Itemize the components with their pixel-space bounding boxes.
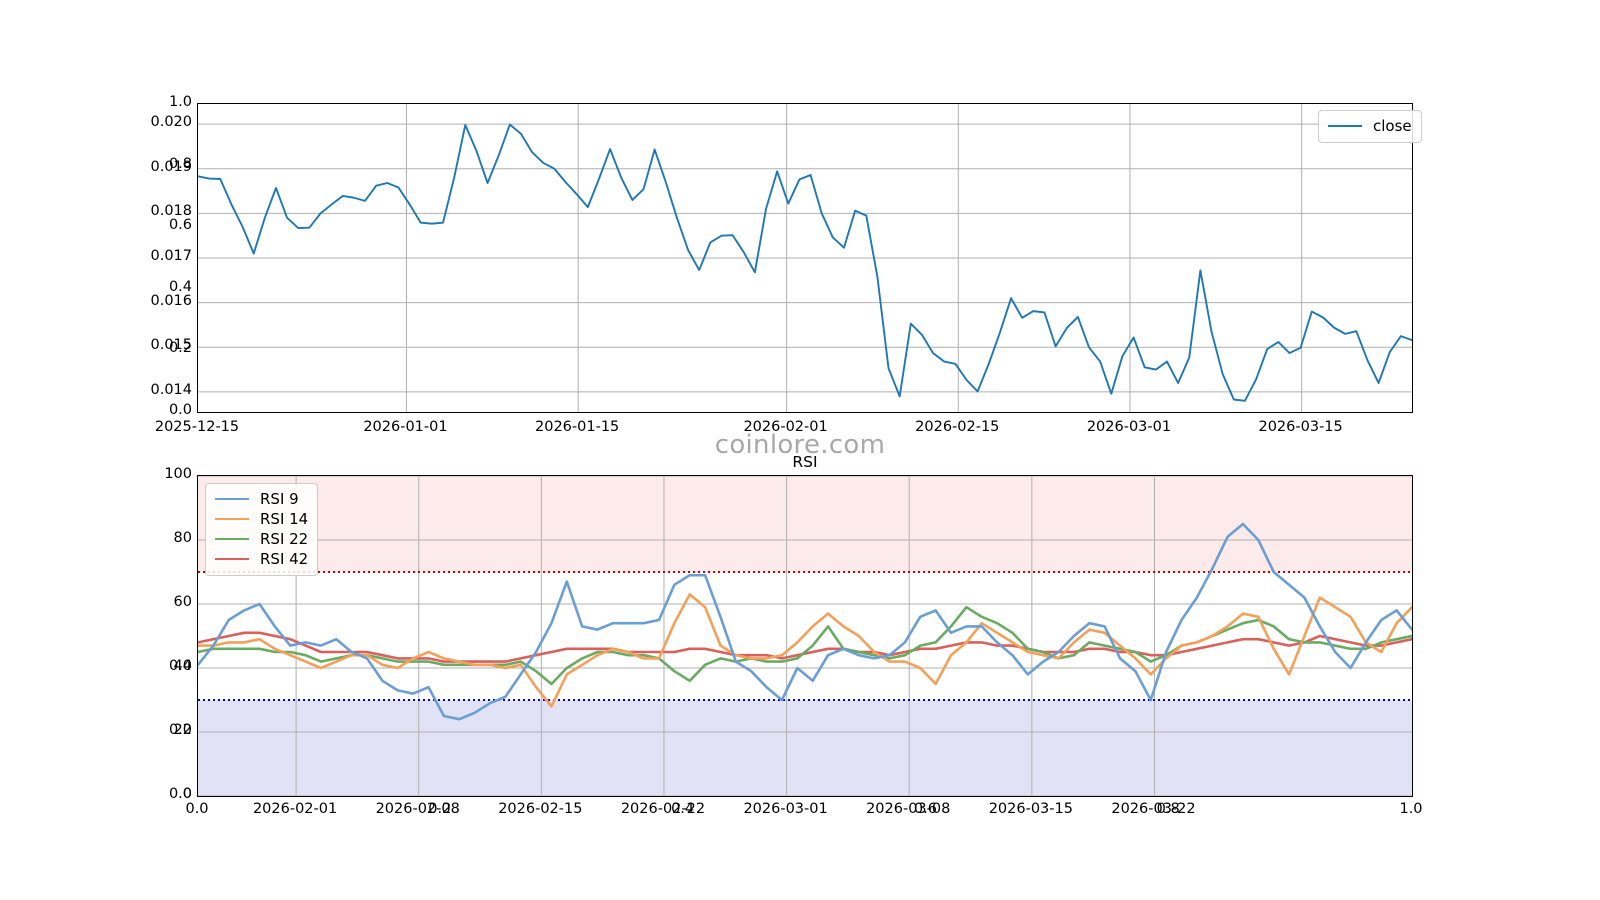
price-legend[interactable]: close xyxy=(1318,110,1422,143)
price-y-tick: 0.0 xyxy=(168,402,192,418)
rsi-x-tick: 2026-03-01 xyxy=(743,801,828,817)
legend-label: RSI 14 xyxy=(260,510,309,528)
price-y-tick: 0.016 xyxy=(150,292,192,309)
price-y-tick: 0.014 xyxy=(150,381,192,398)
rsi-legend-item[interactable]: RSI 22 xyxy=(215,529,308,549)
rsi-x-tick: 1.0 xyxy=(1399,801,1423,817)
rsi-legend-item[interactable]: RSI 9 xyxy=(215,489,308,509)
rsi-y-tick: 0 xyxy=(182,786,192,802)
rsi-legend[interactable]: RSI 9 RSI 14 RSI 22 RSI 42 xyxy=(205,483,319,576)
price-y-tick: 0.015 xyxy=(150,337,192,354)
legend-label: RSI 9 xyxy=(260,490,299,508)
rsi-x-tick: 2026-03-15 xyxy=(988,801,1073,817)
price-y-tick: 0.2 xyxy=(168,340,192,357)
legend-color-swatch-icon xyxy=(215,558,249,560)
price-x-tick: 2026-02-15 xyxy=(915,419,1000,435)
price-y-tick: 0.020 xyxy=(150,114,192,131)
rsi-y-tick: 100 xyxy=(164,466,192,482)
rsi-x-tick: 0.6 xyxy=(913,801,937,817)
price-y-tick: 0.4 xyxy=(168,278,192,295)
price-y-tick: 0.6 xyxy=(168,217,192,234)
watermark: coinlore.com xyxy=(714,430,886,460)
rsi-x-tick: 0.8 xyxy=(1156,801,1180,817)
legend-color-swatch-icon xyxy=(215,498,249,500)
rsi-x-tick: 2026-02-01 xyxy=(252,801,338,817)
legend-label: close xyxy=(1373,117,1412,135)
price-legend-item[interactable]: close xyxy=(1328,116,1412,136)
rsi-x-tick: 2026-03-08 xyxy=(866,801,951,817)
price-x-tick: 2026-01-01 xyxy=(363,419,448,435)
price-x-tick: 2026-01-15 xyxy=(535,419,620,435)
rsi-y-tick: 0.4 xyxy=(168,658,192,674)
price-x-tick: 2026-03-01 xyxy=(1086,419,1172,435)
price-x-tick: 2026-02-01 xyxy=(743,419,828,435)
rsi-y-tick: 40 xyxy=(173,658,192,674)
rsi-panel-title: RSI xyxy=(792,453,818,471)
legend-color-swatch-icon xyxy=(215,538,249,540)
rsi-x-tick: 2026-02-08 xyxy=(375,801,460,817)
rsi-y-tick: 0.2 xyxy=(168,722,192,738)
legend-label: RSI 22 xyxy=(260,530,309,548)
rsi-x-tick: 2026-03-22 xyxy=(1111,801,1196,817)
rsi-y-tick: 0.0 xyxy=(168,786,192,802)
rsi-y-tick: 80 xyxy=(173,530,192,546)
rsi-x-tick: 2026-02-22 xyxy=(620,801,706,817)
rsi-x-tick: 0.0 xyxy=(185,801,209,817)
legend-label: RSI 42 xyxy=(260,550,309,568)
price-chart-panel xyxy=(197,103,1413,413)
rsi-x-tick: 2026-02-15 xyxy=(498,801,583,817)
price-y-tick: 0.019 xyxy=(150,158,192,175)
price-y-tick: 1.0 xyxy=(168,94,192,110)
rsi-y-tick: 60 xyxy=(173,594,192,610)
price-x-tick: 2026-03-15 xyxy=(1258,419,1343,435)
rsi-legend-item[interactable]: RSI 14 xyxy=(215,509,308,529)
rsi-legend-item[interactable]: RSI 42 xyxy=(215,549,308,569)
price-x-tick: 2025-12-15 xyxy=(154,419,240,435)
rsi-y-tick: 20 xyxy=(173,722,192,738)
rsi-chart-panel xyxy=(197,475,1413,797)
price-y-tick: 0.018 xyxy=(150,203,192,220)
price-plot-area xyxy=(198,104,1412,412)
rsi-x-tick: 0.4 xyxy=(671,801,695,817)
price-y-tick: 0.017 xyxy=(150,248,192,264)
rsi-x-tick: 0.2 xyxy=(428,801,452,817)
rsi-plot-area xyxy=(198,476,1412,796)
price-y-tick: 0.8 xyxy=(168,155,192,172)
legend-color-swatch-icon xyxy=(1328,125,1362,127)
legend-color-swatch-icon xyxy=(215,518,249,520)
